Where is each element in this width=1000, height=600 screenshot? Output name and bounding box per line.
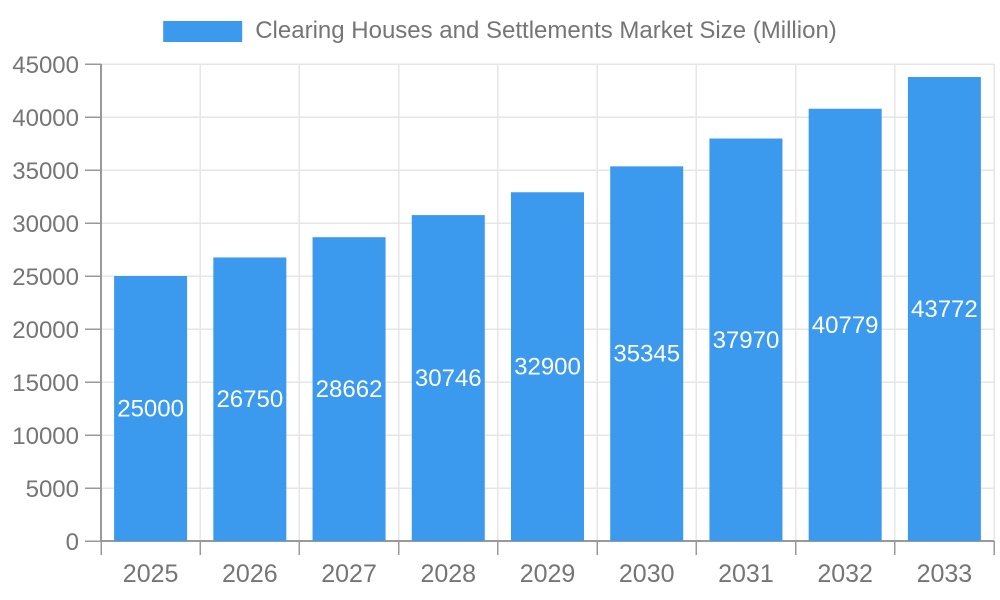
bar-2025[interactable] [114,276,188,541]
bar-2027[interactable] [312,237,386,541]
y-axis-label-20000: 20000 [12,317,79,344]
x-axis-label-2033: 2033 [917,560,973,588]
y-axis-label-25000: 25000 [12,264,79,291]
x-axis-label-2028: 2028 [420,560,476,588]
bar-2030[interactable] [610,166,684,541]
y-axis-label-40000: 40000 [12,105,79,132]
bar-2029[interactable] [511,192,584,541]
bar-2033[interactable] [907,77,981,542]
bar-value-label-2029: 32900 [514,354,581,381]
legend-item[interactable]: Clearing Houses and Settlements Market S… [163,17,837,45]
x-axis-label-2027: 2027 [321,560,377,588]
bar-value-label-2026: 26750 [216,386,283,413]
x-axis-label-2029: 2029 [520,560,576,588]
y-axis-label-0: 0 [66,529,79,556]
bar-2026[interactable] [213,257,287,541]
legend-swatch [163,20,243,42]
bar-2028[interactable] [411,215,485,541]
y-axis-label-15000: 15000 [12,370,79,397]
y-axis-label-5000: 5000 [26,476,79,503]
legend-label: Clearing Houses and Settlements Market S… [255,17,837,44]
y-axis-label-10000: 10000 [12,423,79,450]
bar-value-label-2031: 37970 [713,327,780,354]
bar-2031[interactable] [709,138,783,541]
x-axis-label-2031: 2031 [718,560,774,588]
bar-value-label-2025: 25000 [117,396,184,423]
bar-value-label-2027: 28662 [316,376,383,403]
bar-value-label-2030: 35345 [613,341,680,368]
x-axis-label-2030: 2030 [619,560,675,588]
bar-value-label-2028: 30746 [415,365,482,392]
x-axis-label-2032: 2032 [817,560,873,588]
bar-value-label-2032: 40779 [812,312,879,339]
x-axis-label-2025: 2025 [123,560,179,588]
y-axis-label-35000: 35000 [12,158,79,185]
y-axis-label-45000: 45000 [12,52,79,79]
bar-2032[interactable] [808,108,882,541]
x-axis-label-2026: 2026 [222,560,278,588]
bar-value-label-2033: 43772 [911,296,978,323]
y-axis-label-30000: 30000 [12,211,79,238]
